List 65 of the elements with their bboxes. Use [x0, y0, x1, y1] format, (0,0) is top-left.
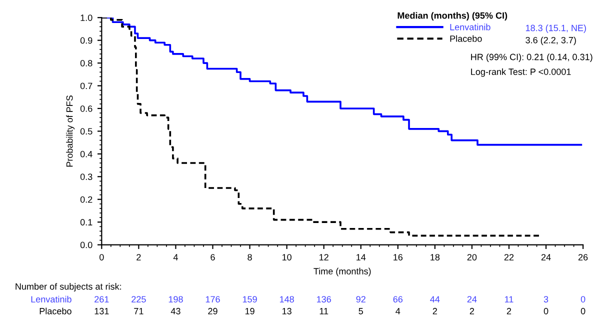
x-tick-label: 12: [320, 254, 328, 260]
text: 71: [134, 308, 144, 314]
x-tick-label: 20: [467, 254, 477, 260]
text: 66: [393, 296, 403, 302]
text: 43: [170, 308, 180, 314]
x-axis-title: Time (months): [314, 268, 371, 276]
text: 159: [242, 296, 257, 302]
y-tick-label: 0.6: [80, 105, 92, 112]
legend-label: Placebo: [450, 35, 482, 42]
text: 225: [132, 296, 146, 302]
text: 3: [544, 296, 548, 302]
x-tick-label: 24: [541, 254, 551, 260]
y-tick-label: 0.9: [80, 37, 92, 44]
text: 2: [506, 308, 512, 314]
annotation: 18.3 (15.1, NE): [526, 24, 586, 33]
x-tick-label: 14: [356, 254, 366, 260]
x-tick-label: 0: [100, 254, 104, 260]
text: 0: [544, 308, 548, 314]
text: 11: [504, 296, 514, 302]
x-tick-label: 16: [394, 254, 403, 260]
y-tick-label: 0.3: [80, 174, 92, 180]
x-tick-label: 10: [282, 254, 292, 260]
text: 2: [432, 308, 437, 314]
text: 4: [396, 308, 400, 314]
text: Number of subjects at risk:: [16, 283, 121, 292]
text: 261: [94, 296, 109, 302]
x-tick-label: 4: [173, 254, 178, 260]
text: 176: [206, 296, 220, 302]
text: Placebo: [40, 308, 72, 314]
text: 0: [580, 308, 586, 314]
text: 19: [245, 308, 254, 314]
y-axis-title: Probability of PFS: [66, 95, 75, 167]
y-tick-label: 0.4: [80, 150, 92, 158]
y-tick-label: 0.0: [80, 242, 92, 248]
text: Lenvatinib: [31, 296, 72, 302]
text: 11: [320, 308, 328, 314]
x-tick-label: 2: [136, 254, 141, 260]
x-tick-label: 8: [248, 254, 252, 260]
text: 13: [282, 308, 292, 314]
y-tick-label: 1.0: [80, 14, 92, 21]
text: 136: [317, 296, 331, 302]
text: 29: [208, 308, 218, 314]
y-tick-label: 0.2: [80, 196, 92, 203]
y-tick-label: 0.8: [80, 60, 92, 66]
annotation: 3.6 (2.2, 3.7): [526, 36, 576, 46]
text: 131: [94, 308, 109, 314]
x-tick-label: 18: [430, 254, 440, 260]
x-tick-label: 22: [504, 254, 514, 260]
text: 44: [430, 296, 440, 302]
x-tick-label: 6: [210, 254, 215, 260]
legend-title: Median (months) (95% CI): [398, 12, 508, 21]
text: 2: [470, 308, 474, 314]
annotation: HR (99% CI): 0.21 (0.14, 0.31): [471, 54, 592, 62]
y-tick-label: 0.5: [80, 128, 92, 135]
text: 92: [356, 296, 366, 302]
legend-label: Lenvatinib: [450, 24, 490, 30]
annotation: Log-rank Test: P <0.0001: [471, 68, 571, 77]
x-tick-label: 26: [578, 254, 588, 260]
text: 148: [280, 296, 294, 302]
text: 0: [580, 296, 586, 302]
text: 5: [358, 308, 363, 314]
y-tick-label: 0.7: [80, 82, 92, 90]
text: 24: [467, 296, 477, 302]
y-tick-label: 0.1: [80, 219, 92, 226]
text: 198: [168, 296, 183, 302]
